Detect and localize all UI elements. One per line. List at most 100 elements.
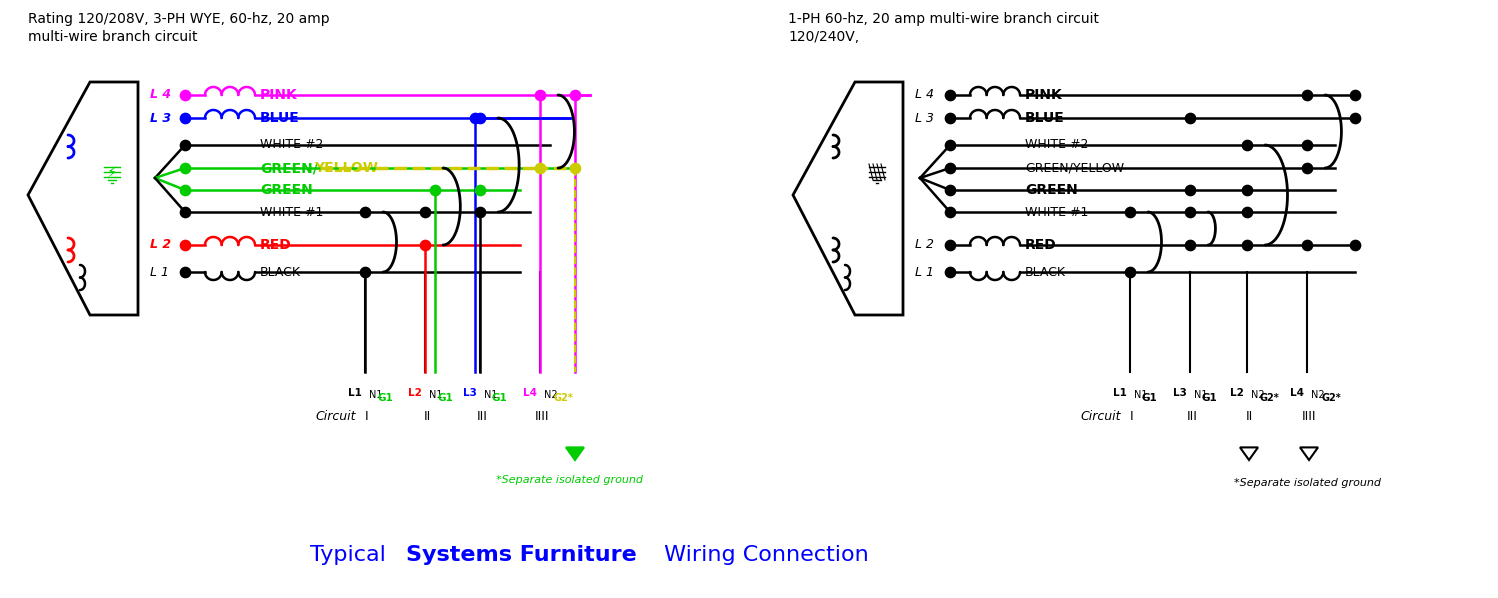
Point (172, 240, 196, 250)
Point (467, 113, 491, 123)
Text: I: I (366, 410, 369, 423)
Text: multi-wire branch circuit: multi-wire branch circuit (28, 30, 198, 44)
Text: BLUE: BLUE (261, 111, 300, 125)
Text: N1: N1 (428, 390, 442, 400)
Point (527, 163, 551, 173)
Text: L 1: L 1 (915, 266, 933, 279)
Text: Circuit: Circuit (315, 410, 355, 423)
Point (354, 267, 377, 277)
Text: II: II (424, 410, 430, 423)
Point (463, 113, 487, 123)
Point (1344, 240, 1368, 250)
Text: WHITE #2: WHITE #2 (1025, 139, 1089, 151)
Text: N1: N1 (484, 390, 497, 400)
Text: *Separate isolated ground: *Separate isolated ground (1233, 478, 1381, 488)
Point (938, 113, 962, 123)
Text: G1: G1 (1141, 393, 1158, 403)
Text: GREEN: GREEN (261, 183, 313, 197)
Point (172, 163, 196, 173)
Point (467, 185, 491, 195)
Point (172, 185, 196, 195)
Text: Systems Furniture: Systems Furniture (406, 545, 637, 565)
Point (1344, 90, 1368, 100)
Text: L 3: L 3 (150, 111, 171, 124)
Point (563, 163, 587, 173)
Text: PINK: PINK (261, 88, 298, 102)
Text: G1: G1 (437, 393, 452, 403)
Text: L 2: L 2 (915, 239, 933, 252)
Text: I: I (1129, 410, 1134, 423)
Text: BLACK: BLACK (1025, 266, 1067, 279)
Text: L4: L4 (1290, 388, 1303, 398)
Point (467, 208, 491, 217)
Text: N2: N2 (1311, 390, 1324, 400)
Point (938, 90, 962, 100)
Text: N2: N2 (544, 390, 557, 400)
Text: L3: L3 (1173, 388, 1186, 398)
Text: L 1: L 1 (150, 266, 169, 279)
Text: L2: L2 (407, 388, 422, 398)
Text: N1: N1 (1134, 390, 1147, 400)
Text: L 4: L 4 (150, 89, 171, 102)
Point (1177, 208, 1201, 217)
Text: G1: G1 (1201, 393, 1218, 403)
Text: Typical: Typical (310, 545, 392, 565)
Point (938, 185, 962, 195)
Point (172, 113, 196, 123)
Point (1234, 140, 1258, 150)
Point (938, 267, 962, 277)
Text: PINK: PINK (1025, 88, 1062, 102)
Point (563, 90, 587, 100)
Point (172, 140, 196, 150)
Text: III: III (1186, 410, 1197, 423)
Text: WHITE #1: WHITE #1 (261, 206, 324, 218)
Text: YELLOW: YELLOW (315, 161, 377, 175)
Point (1234, 208, 1258, 217)
Text: RED: RED (261, 238, 292, 252)
Point (172, 267, 196, 277)
Text: Circuit: Circuit (1080, 410, 1121, 423)
Point (938, 208, 962, 217)
Text: BLACK: BLACK (261, 266, 301, 279)
Text: L1: L1 (348, 388, 363, 398)
Point (1294, 140, 1318, 150)
Point (1294, 163, 1318, 173)
Point (172, 90, 196, 100)
Text: N1: N1 (369, 390, 382, 400)
Text: BLUE: BLUE (1025, 111, 1065, 125)
Text: Rating 120/208V, 3-PH WYE, 60-hz, 20 amp: Rating 120/208V, 3-PH WYE, 60-hz, 20 amp (28, 12, 330, 26)
Polygon shape (566, 447, 584, 460)
Text: L 2: L 2 (150, 239, 171, 252)
Point (1118, 267, 1141, 277)
Point (172, 208, 196, 217)
Text: G2*: G2* (1321, 393, 1341, 403)
Point (413, 208, 437, 217)
Text: GREEN/YELLOW: GREEN/YELLOW (1025, 161, 1124, 175)
Text: III: III (476, 410, 487, 423)
Text: *Separate isolated ground: *Separate isolated ground (496, 475, 644, 485)
Point (1177, 240, 1201, 250)
Point (422, 185, 446, 195)
Point (354, 208, 377, 217)
Text: RED: RED (1025, 238, 1056, 252)
Text: 120/240V,: 120/240V, (788, 30, 860, 44)
Text: G1: G1 (491, 393, 508, 403)
Text: GREEN/: GREEN/ (261, 161, 318, 175)
Text: GREEN: GREEN (1025, 183, 1077, 197)
Text: ⚡: ⚡ (106, 164, 117, 179)
Text: L 4: L 4 (915, 89, 933, 102)
Text: N2: N2 (1251, 390, 1264, 400)
Text: L 3: L 3 (915, 111, 933, 124)
Point (938, 140, 962, 150)
Point (1294, 240, 1318, 250)
Point (1177, 113, 1201, 123)
Point (413, 240, 437, 250)
Text: II: II (1245, 410, 1252, 423)
Text: L2: L2 (1230, 388, 1243, 398)
Point (1344, 113, 1368, 123)
Point (938, 163, 962, 173)
Text: L1: L1 (1113, 388, 1126, 398)
Text: G1: G1 (377, 393, 392, 403)
Point (1177, 185, 1201, 195)
Text: IIII: IIII (535, 410, 550, 423)
